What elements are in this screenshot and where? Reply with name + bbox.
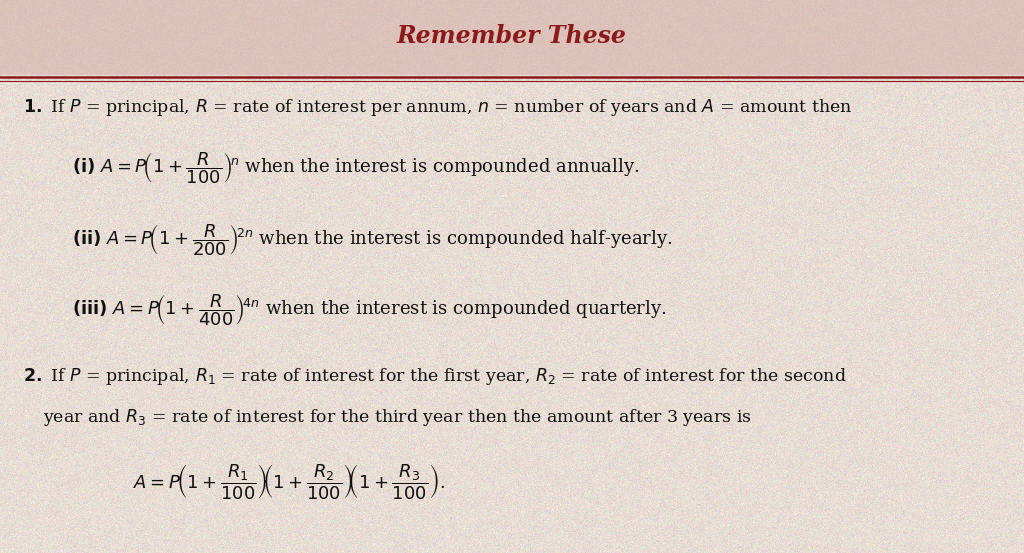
- FancyBboxPatch shape: [0, 0, 1024, 75]
- Text: $\mathbf{(ii)}$ $A = P\!\left(1+\dfrac{R}{200}\right)^{\!2n}$ when the interest : $\mathbf{(ii)}$ $A = P\!\left(1+\dfrac{R…: [72, 223, 672, 258]
- Text: year and $R_3$ = rate of interest for the third year then the amount after 3 yea: year and $R_3$ = rate of interest for th…: [43, 407, 752, 428]
- Text: $\mathbf{2.}$ If $P$ = principal, $R_1$ = rate of interest for the first year, $: $\mathbf{2.}$ If $P$ = principal, $R_1$ …: [23, 366, 846, 387]
- Text: $\mathbf{(iii)}$ $A = P\!\left(1+\dfrac{R}{400}\right)^{\!4n}$ when the interest: $\mathbf{(iii)}$ $A = P\!\left(1+\dfrac{…: [72, 292, 667, 327]
- Text: $A = P\!\left(1+\dfrac{R_1}{100}\right)\!\!\left(1+\dfrac{R_2}{100}\right)\!\!\l: $A = P\!\left(1+\dfrac{R_1}{100}\right)\…: [133, 462, 445, 500]
- Text: $\mathbf{(i)}$ $A = P\!\left(1+\dfrac{R}{100}\right)^{\!n}$ when the interest is: $\mathbf{(i)}$ $A = P\!\left(1+\dfrac{R}…: [72, 151, 639, 186]
- Text: Remember These: Remember These: [397, 24, 627, 48]
- Text: $\mathbf{1.}$ If $P$ = principal, $R$ = rate of interest per annum, $n$ = number: $\mathbf{1.}$ If $P$ = principal, $R$ = …: [23, 97, 852, 118]
